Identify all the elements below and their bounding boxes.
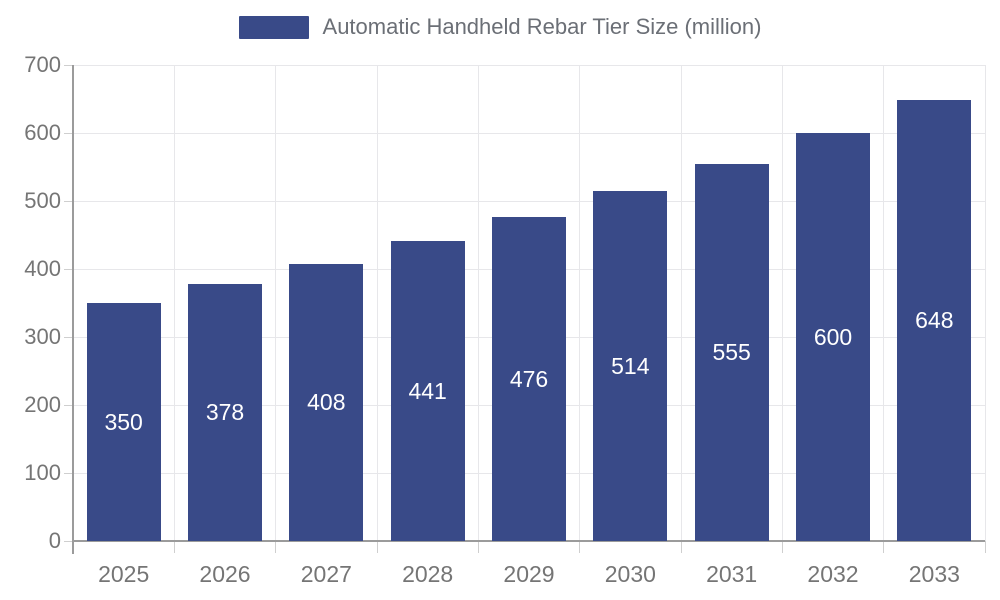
bar-value-label: 408 xyxy=(307,388,346,415)
y-axis-line xyxy=(72,65,74,554)
bar[interactable]: 476 xyxy=(492,217,566,541)
x-axis-tick xyxy=(579,541,581,553)
y-tick-label: 500 xyxy=(24,188,61,213)
y-tick-label: 300 xyxy=(24,324,61,349)
y-tick-label: 400 xyxy=(24,256,61,281)
bar[interactable]: 441 xyxy=(390,241,465,541)
gridline-vertical xyxy=(984,65,986,541)
y-tick-label: 600 xyxy=(24,120,61,145)
gridline-vertical xyxy=(579,65,581,541)
x-tick-label: 2029 xyxy=(503,561,555,587)
bar[interactable]: 600 xyxy=(796,133,870,541)
y-axis-tick xyxy=(64,472,72,474)
x-tick-label: 2030 xyxy=(604,561,656,587)
x-axis-tick xyxy=(173,541,175,553)
gridline-vertical xyxy=(781,65,783,541)
gridline-vertical xyxy=(680,65,682,541)
y-axis-tick xyxy=(64,200,72,202)
gridline-vertical xyxy=(376,65,378,541)
bar-value-label: 648 xyxy=(915,307,954,334)
gridline-horizontal xyxy=(73,64,985,66)
gridline-vertical xyxy=(883,65,885,541)
y-axis-tick xyxy=(64,336,72,338)
y-tick-label: 200 xyxy=(24,392,61,417)
y-axis-tick xyxy=(64,540,72,542)
bar[interactable]: 408 xyxy=(289,263,364,541)
y-axis-tick xyxy=(64,268,72,270)
gridline-vertical xyxy=(477,65,479,541)
x-axis-tick xyxy=(477,541,479,553)
bar-value-label: 514 xyxy=(611,352,650,379)
x-axis-tick xyxy=(680,541,682,553)
x-tick-label: 2025 xyxy=(98,561,150,587)
y-axis-tick xyxy=(64,132,72,134)
bar[interactable]: 648 xyxy=(897,100,972,541)
x-axis-tick xyxy=(275,541,277,553)
bar-value-label: 476 xyxy=(509,365,549,392)
bar[interactable]: 555 xyxy=(694,163,769,541)
chart-legend[interactable]: Automatic Handheld Rebar Tier Size (mill… xyxy=(0,14,1000,40)
x-tick-label: 2033 xyxy=(908,561,960,587)
y-axis-tick xyxy=(64,404,72,406)
x-axis-tick xyxy=(984,541,986,553)
legend-label: Automatic Handheld Rebar Tier Size (mill… xyxy=(322,14,762,39)
gridline-vertical xyxy=(173,65,175,541)
x-tick-label: 2032 xyxy=(807,561,859,587)
gridline-horizontal xyxy=(73,200,985,202)
bar-value-label: 441 xyxy=(408,377,447,404)
x-tick-label: 2031 xyxy=(706,561,758,587)
x-tick-label: 2027 xyxy=(300,561,352,587)
y-tick-label: 700 xyxy=(24,52,61,77)
x-tick-label: 2028 xyxy=(402,561,454,587)
x-axis-tick xyxy=(376,541,378,553)
legend-swatch xyxy=(238,15,309,39)
bar[interactable]: 514 xyxy=(593,191,668,541)
bar-value-label: 378 xyxy=(205,398,245,425)
x-axis-tick xyxy=(781,541,783,553)
bar[interactable]: 378 xyxy=(188,283,262,541)
x-axis-tick xyxy=(883,541,885,553)
bar-value-label: 555 xyxy=(712,338,751,365)
gridline-vertical xyxy=(275,65,277,541)
bar-value-label: 350 xyxy=(104,408,143,435)
gridline-horizontal xyxy=(73,132,985,134)
bar-value-label: 600 xyxy=(813,323,853,350)
y-axis-tick xyxy=(64,64,72,66)
x-axis-line xyxy=(73,540,985,542)
bar[interactable]: 350 xyxy=(86,303,161,541)
x-tick-label: 2026 xyxy=(199,561,251,587)
y-tick-label: 0 xyxy=(48,528,61,553)
plot-area: 0 100 200 300 400 500 600 700 350 2025 378 2026 408 2… xyxy=(24,54,986,586)
y-tick-label: 100 xyxy=(24,460,61,485)
